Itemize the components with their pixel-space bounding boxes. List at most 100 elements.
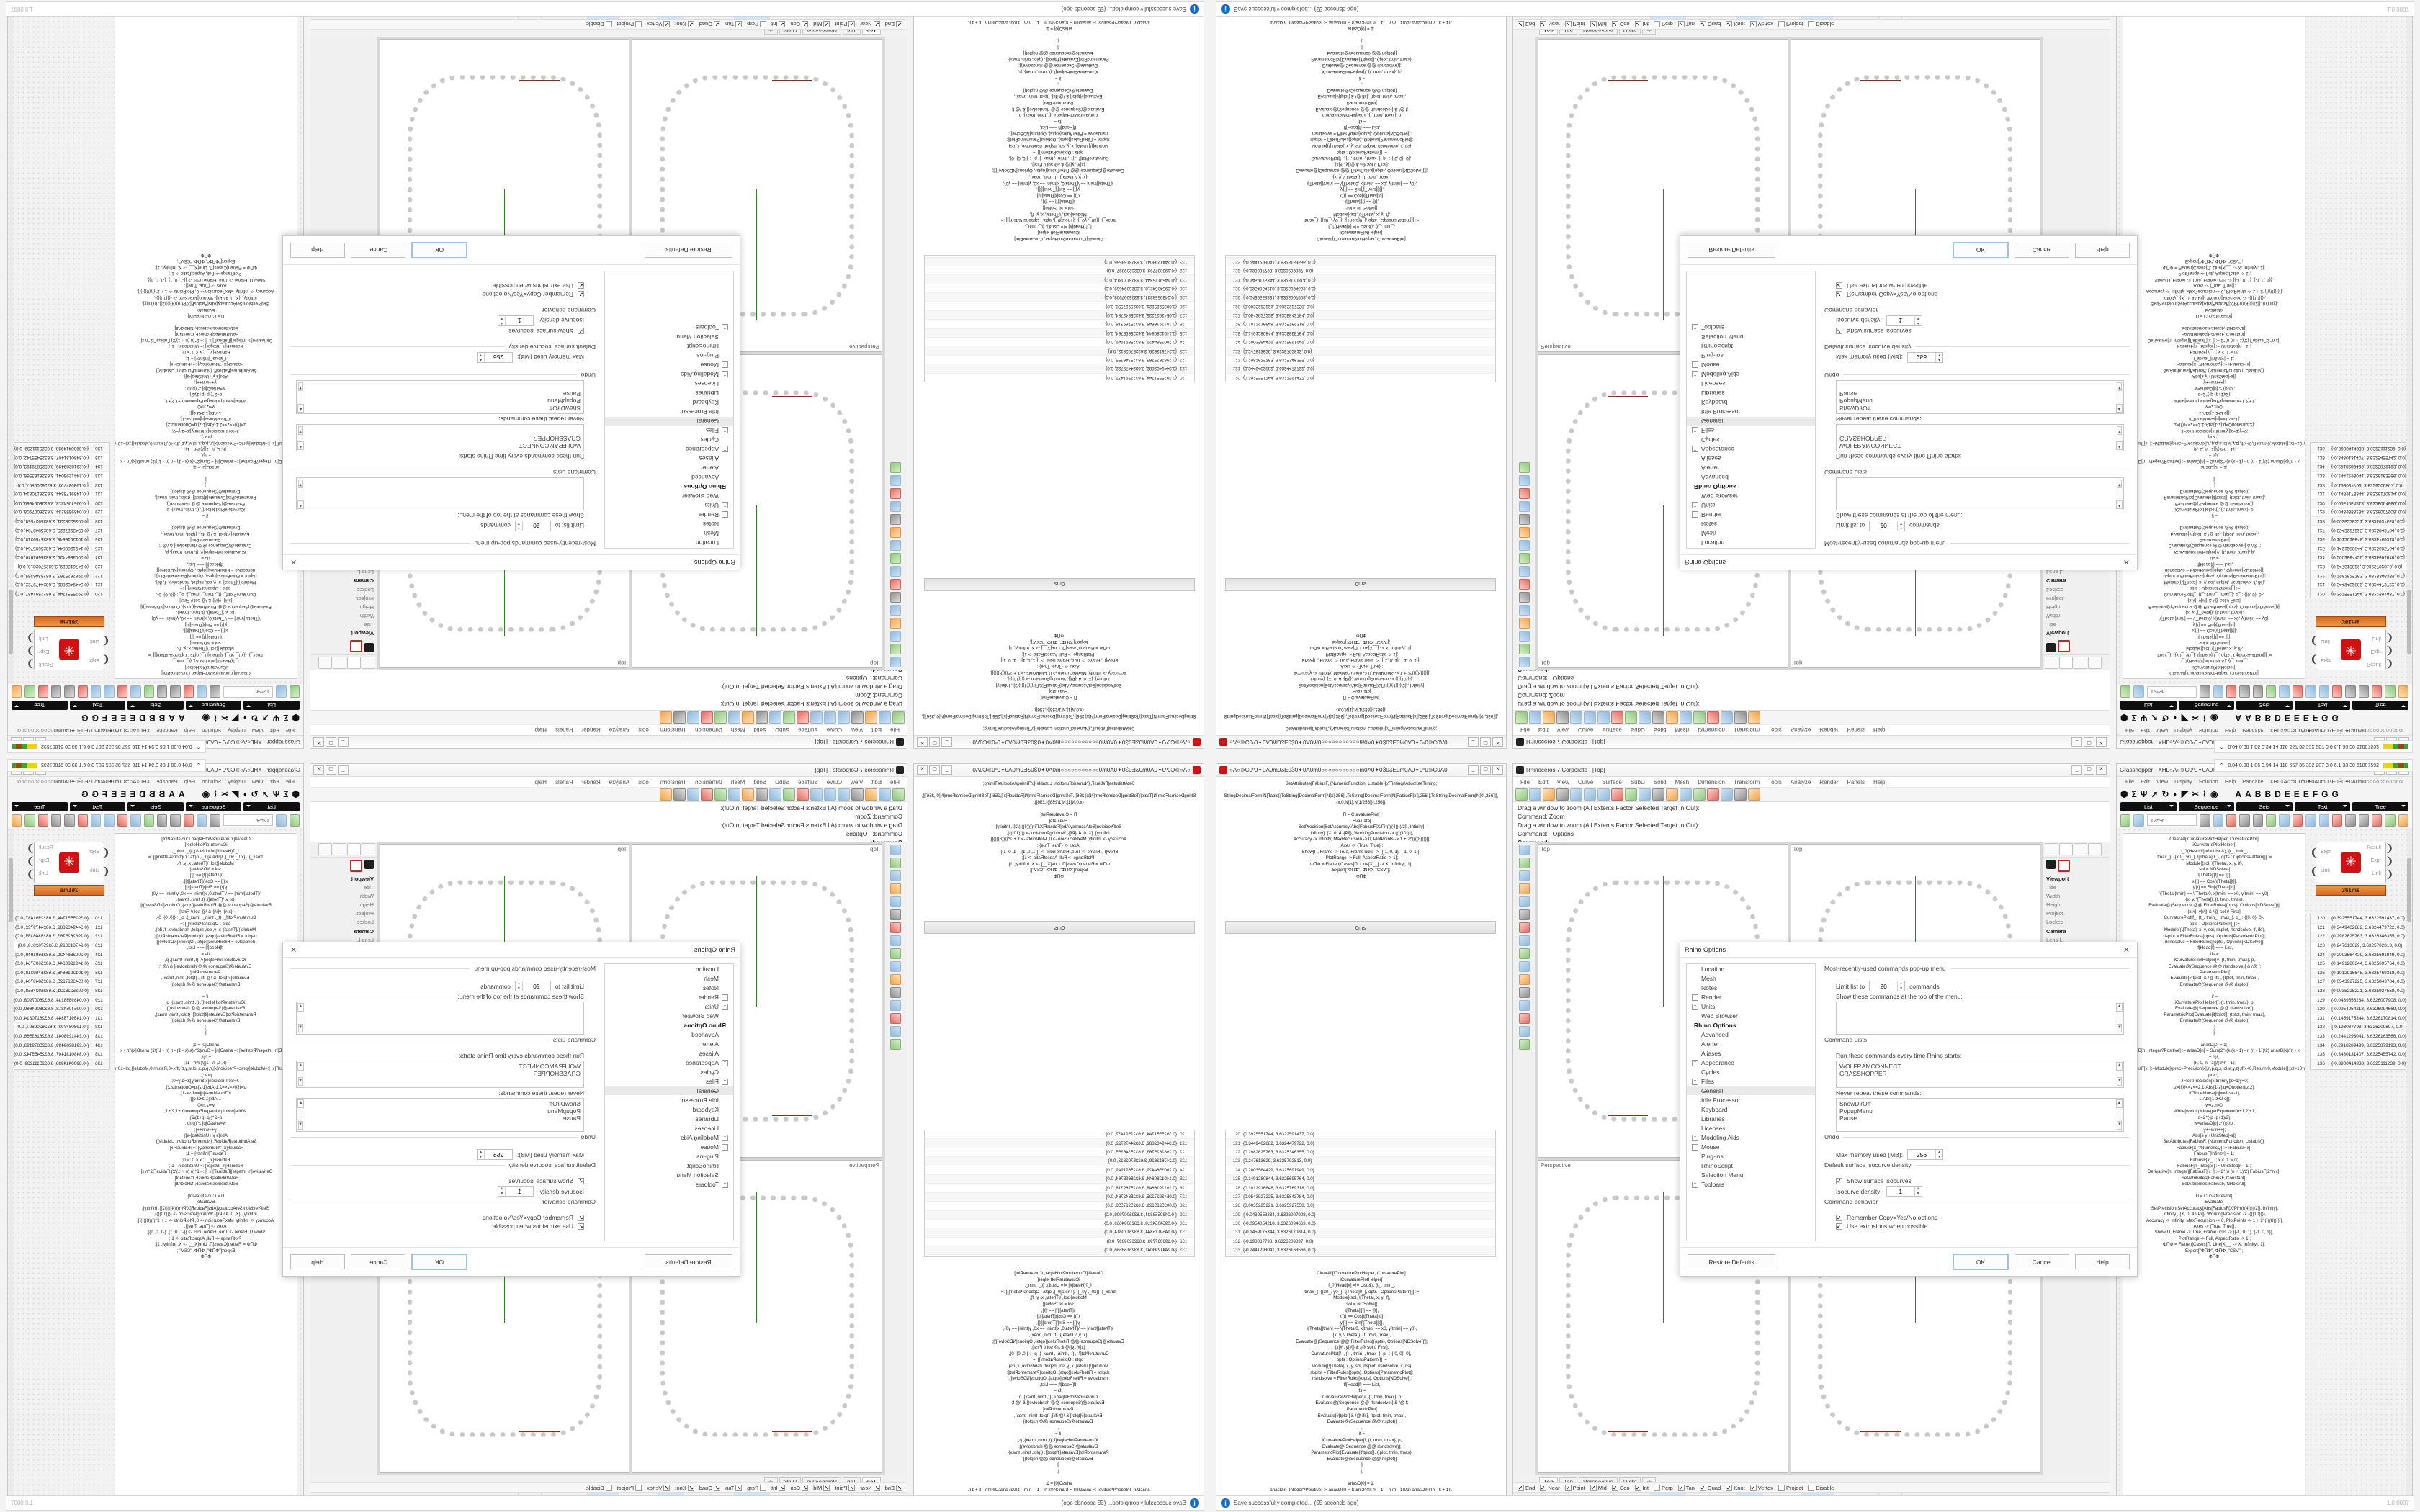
arc-tool-icon[interactable] [890,592,902,603]
gh-menu-view[interactable]: View [2156,778,2169,785]
rhino-menu-render[interactable]: Render [1819,726,1839,734]
panel-tab-strip[interactable] [310,654,377,670]
options-tree-item-general[interactable]: General [1687,1086,1815,1095]
osnap-end-checkbox[interactable]: End [885,21,902,27]
mesh-tool-icon[interactable] [1518,987,1530,998]
gh-menu-display[interactable]: Display [228,778,246,785]
mesh-tool-icon[interactable] [890,987,902,998]
help-button[interactable]: Help [2075,243,2130,258]
never-repeat-1[interactable]: PopupMenu [547,397,581,405]
ok-button[interactable]: OK [1953,1254,2009,1270]
mesh-icon[interactable]: ◤ [231,789,239,799]
osnap-near-checkbox[interactable]: Near [1540,1485,1560,1491]
options-tree-item[interactable]: Notes [605,520,733,529]
properties-icon[interactable] [1748,711,1760,724]
startup-commands-listbox[interactable]: WOLFRAMCONNECT GRASSHOPPER ▲ ▼ [1836,424,2124,451]
options-tree-item-cycles[interactable]: Cycles [605,436,733,445]
letter-b2-icon[interactable]: B [2264,789,2272,799]
options-tree-item-aliases[interactable]: Aliases [605,454,733,464]
options-tree-item[interactable]: Mesh [1687,529,1815,539]
tree-icon[interactable]: Ψ [2140,789,2148,799]
camera-icon[interactable] [364,860,374,869]
grasshopper-menubar[interactable]: File Edit View Display Solution Help Pancake XH… [8,777,303,786]
trim-tool-icon[interactable] [1518,1013,1530,1024]
property-row[interactable]: Width [2043,892,2110,901]
grasshopper-window[interactable]: Grasshopper - XHL○A○⊃C0º0✦0A0m0ӠE0Ӟ0✦0A0… [7,763,304,1505]
gh-code-panel[interactable]: ClearAll[iCurvaturePlotHelper, Curvature… [115,833,297,1504]
tab-display-icon[interactable] [333,657,346,669]
options-tree-item[interactable]: + Render [1687,992,1815,1002]
help-button[interactable]: Help [290,1254,345,1269]
paint-orange-icon[interactable] [2398,814,2409,827]
options-tree-item[interactable]: + Units [605,1002,733,1011]
paint-green-icon[interactable] [24,814,35,827]
shaded-preview-icon[interactable] [64,685,75,698]
grasshopper-window[interactable]: Grasshopper - XHL○A○⊃C0º0✦0A0m0ӠE0Ӟ0✦0A0… [2116,763,2413,1505]
gh-tab-list[interactable]: List [2120,701,2177,710]
osnap-point-checkbox[interactable]: Point [1564,1485,1585,1491]
copy-icon[interactable] [824,788,836,801]
gh-tab-tree[interactable]: Tree [2352,802,2408,811]
rhino-titlebar[interactable]: Rhinoceros 7 Corporate - [Top] _ ▢ ✕ [310,764,907,777]
rhino-toolbar[interactable] [310,788,907,802]
new-file-icon[interactable] [892,711,905,724]
osnap-project-checkbox[interactable]: Project [1778,1485,1803,1491]
arc-tool-icon[interactable] [1518,592,1530,603]
new-file-icon[interactable] [1515,788,1528,801]
mathematica-notebook-window[interactable]: ○A○⊃C0º0✦0A0m0ӠE0Ӟ0✦0A0m0○○○○○○○○○○○m0A0… [913,7,1204,749]
options-tree-item[interactable]: + Render [605,992,733,1002]
osnap-tan-checkbox[interactable]: Tan [1677,1485,1695,1491]
property-row[interactable]: Title [2043,883,2110,892]
rhino-menubar[interactable]: File Edit View Curve Surface SubD Solid Mesh Dim… [1513,724,2110,735]
never-repeat-1[interactable]: PopupMenu [1839,397,1873,405]
capsule-icon[interactable] [170,814,181,827]
options-tree-item-licenses[interactable]: Licenses [605,1123,733,1133]
rhino-menu-analyze[interactable]: Analyze [1790,778,1811,786]
osnap-near-checkbox[interactable]: Near [1540,21,1560,27]
cut-icon[interactable] [838,711,850,724]
analyze-tool-icon[interactable] [890,1039,902,1050]
expand-icon[interactable]: + [1692,1182,1698,1188]
solid-tool-icon[interactable] [890,527,902,538]
line-tool-icon[interactable] [890,644,902,654]
rendered-preview-icon[interactable] [37,685,48,698]
curve-tool-icon[interactable] [1518,618,1530,629]
paint-orange-icon[interactable] [11,814,22,827]
rhino-menu-mesh[interactable]: Mesh [730,778,745,786]
rhino-menu-analyze[interactable]: Analyze [1790,726,1811,734]
bake-icon[interactable] [2226,685,2237,698]
gha-icon[interactable] [2292,685,2303,698]
profiler-icon[interactable] [2266,685,2277,698]
minimize-button[interactable]: _ [1468,765,1479,775]
mesh-tool-icon[interactable] [890,514,902,525]
properties-icon[interactable] [1748,788,1760,801]
letter-g-icon[interactable]: G [91,713,99,723]
undo-icon[interactable] [797,711,809,724]
preview-icon[interactable] [2213,814,2223,827]
options-tree-item-appearance[interactable]: + Appearance [605,445,733,454]
property-row[interactable]: Height [2043,901,2110,909]
tab-layers-icon[interactable] [362,657,375,669]
isocurve-density-stepper[interactable]: ▲▼ [498,1186,534,1197]
isocurve-density-stepper[interactable]: ▲▼ [498,315,534,326]
options-tree-item-aliases[interactable]: Aliases [1687,454,1815,464]
expand-icon[interactable]: + [1692,361,1698,368]
shade-icon[interactable] [1707,788,1719,801]
isocurve-density-input[interactable] [506,1187,534,1196]
max-memory-stepper[interactable]: ▲▼ [1907,1149,1944,1160]
trim-tool-icon[interactable] [890,1013,902,1024]
save-definition-icon[interactable] [276,814,287,827]
save-definition-icon[interactable] [2133,814,2144,827]
osnap-cen-checkbox[interactable]: Cen [1611,1485,1630,1491]
output-port-link[interactable]: Link [2372,871,2381,876]
mathematica-code-cell[interactable]: SetAttributes[FabiusF, {NumericFunction,… [921,633,1196,731]
rhino-command-history[interactable]: Drag a window to zoom (All Extents Facto… [310,665,907,710]
rhino-menu-curve[interactable]: Curve [1577,726,1594,734]
mathematica-output-table[interactable]: 120 {0.3925551744, 3.6322591437, 0.0} 121{… [924,255,1195,382]
gh-menu-solution[interactable]: Solution [2198,778,2218,785]
input-port-link[interactable]: Link [90,868,99,873]
ok-button[interactable]: OK [411,1254,467,1270]
document-icon[interactable] [104,814,115,827]
expand-icon[interactable]: + [1692,446,1698,452]
expand-icon[interactable]: + [1692,324,1698,330]
